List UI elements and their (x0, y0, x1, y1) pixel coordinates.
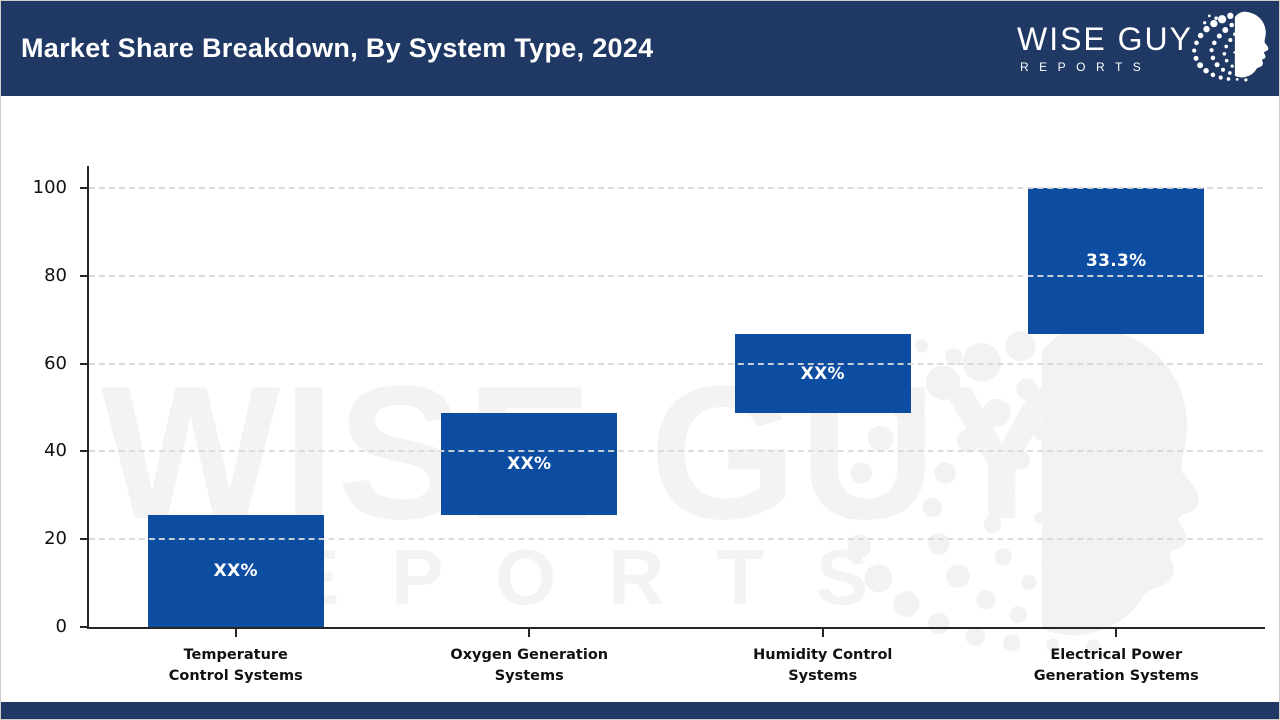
plot-area: 0 20 40 60 80 100 XX% Temperature Control System… (33, 179, 1263, 684)
x-tick-mark (234, 629, 237, 637)
y-tick-mark (80, 626, 89, 628)
y-tick-mark (80, 450, 89, 453)
logo-wordmark: WISE GUY REPORTS (1017, 23, 1193, 74)
bar-segment: XX% (441, 413, 618, 516)
x-tick-mark (528, 629, 531, 637)
y-tick-mark (80, 362, 89, 365)
logo-face-icon (1177, 9, 1269, 89)
logo-reports-text: REPORTS (1019, 60, 1152, 74)
y-tick-label: 100 (32, 177, 67, 198)
x-tick-mark (821, 629, 824, 637)
bar-value-label: XX% (213, 561, 258, 582)
gridline (89, 187, 1263, 189)
y-axis-spine (87, 166, 89, 629)
gridline (89, 450, 1263, 453)
wise-guy-logo: WISE GUY REPORTS (1017, 9, 1280, 89)
gridline (89, 362, 1263, 365)
y-tick-label: 20 (44, 528, 67, 550)
y-tick-mark (80, 187, 89, 189)
y-tick-label: 40 (44, 440, 67, 462)
page-title: Market Share Breakdown, By System Type, … (21, 33, 654, 63)
bar-segment: XX% (147, 515, 324, 627)
bar-value-label: XX% (507, 454, 552, 475)
y-tick-label: 0 (55, 616, 67, 637)
footer-bar (1, 702, 1279, 719)
bar-segment: 33.3% (1028, 188, 1205, 335)
logo-wordmark-text: WISE GUY (1016, 21, 1193, 57)
bar-value-label: 33.3% (1085, 251, 1147, 272)
y-tick-mark (80, 274, 89, 277)
gridline (89, 274, 1263, 277)
bar-segment: XX% (734, 334, 911, 414)
x-category-label: Oxygen Generation Systems (450, 647, 609, 685)
x-category-label: Electrical Power Generation Systems (1033, 647, 1199, 685)
x-category-label: Humidity Control Systems (753, 647, 893, 685)
y-tick-label: 60 (44, 352, 67, 374)
x-category-label: Temperature Control Systems (168, 647, 303, 685)
gridline (89, 538, 1263, 541)
x-axis-spine (87, 627, 1265, 629)
x-tick-mark (1115, 629, 1118, 637)
y-tick-label: 80 (44, 264, 67, 286)
header-bar: Market Share Breakdown, By System Type, … (1, 1, 1280, 96)
bar-value-label: XX% (800, 363, 845, 384)
y-tick-mark (80, 538, 89, 541)
chart-area: WISE GUY REPORTS 0 20 40 60 80 100 XX% Temperat… (1, 96, 1279, 704)
